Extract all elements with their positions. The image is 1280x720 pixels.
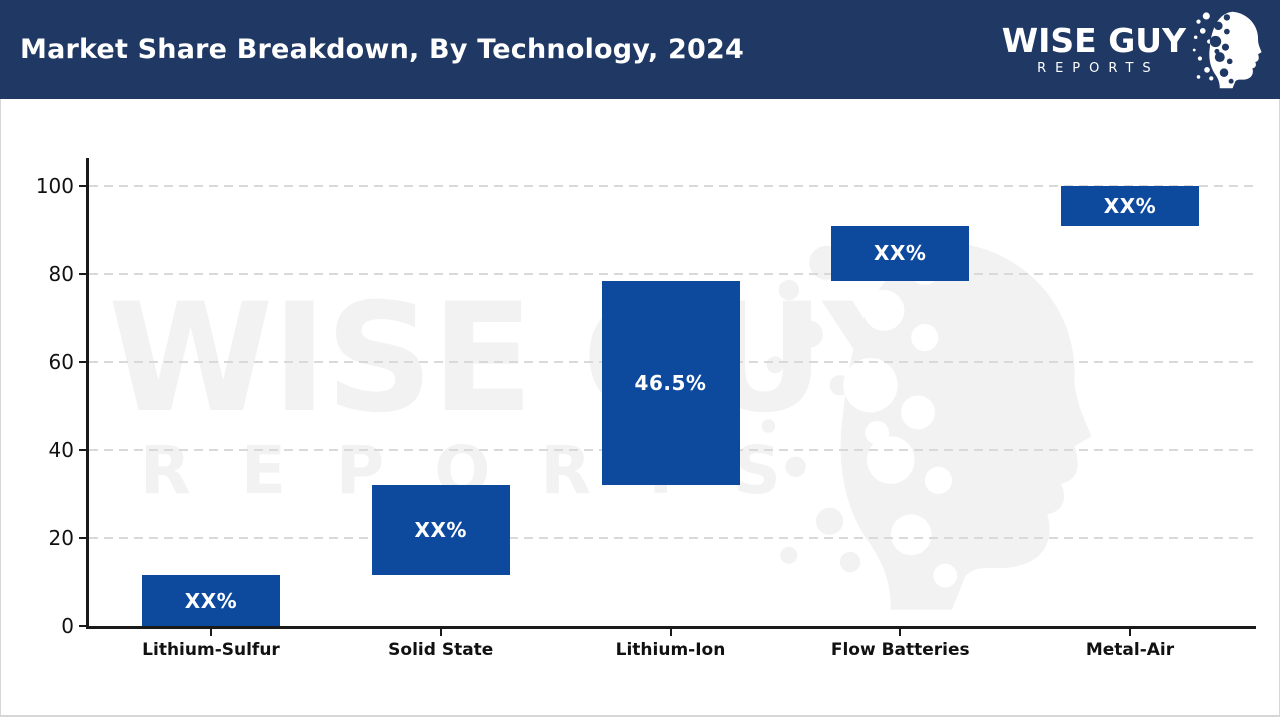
y-axis-tick (79, 537, 87, 539)
y-axis-tick (79, 273, 87, 275)
header: Market Share Breakdown, By Technology, 2… (0, 0, 1280, 99)
bar-value-label: XX% (1103, 193, 1157, 218)
y-axis-label: 60 (48, 350, 74, 374)
bar-value-label: XX% (874, 241, 927, 266)
x-axis-tick (669, 629, 672, 636)
x-axis-tick (210, 629, 212, 636)
x-axis-label: Lithium-Ion (615, 640, 726, 660)
bar-flow-batteries: XX% (831, 225, 970, 281)
gridline (89, 185, 1256, 187)
bar-value-label: XX% (184, 588, 238, 613)
logo-wordmark-line1: WISE GUY (1001, 21, 1186, 60)
page-title: Market Share Breakdown, By Technology, 2… (20, 34, 745, 65)
x-axis-label: Flow Batteries (830, 640, 970, 660)
y-axis-tick (79, 185, 87, 187)
y-axis-tick (79, 361, 87, 363)
x-axis-tick (1129, 629, 1131, 636)
bar-solid-state: XX% (371, 485, 510, 576)
logo-head-icon (1192, 11, 1262, 89)
brand-logo: WISE GUY REPORTS (1002, 4, 1268, 96)
y-axis-tick (79, 625, 87, 627)
y-axis-label: 100 (35, 174, 74, 198)
x-axis-line (86, 626, 1256, 629)
y-axis-label: 80 (48, 262, 74, 286)
bar-lithium-sulfur: XX% (142, 575, 280, 626)
bar-lithium-ion: 46.5% (601, 280, 740, 486)
y-axis-label: 40 (48, 438, 74, 462)
gridline (89, 273, 1256, 275)
logo-wordmark: WISE GUY REPORTS (1001, 21, 1186, 77)
bar-value-label: XX% (414, 518, 467, 543)
y-axis-line (86, 158, 89, 629)
watermark-head-icon (761, 242, 1092, 610)
x-axis-label: Lithium-Sulfur (142, 640, 280, 660)
logo-wordmark-line2: REPORTS (1037, 61, 1160, 76)
y-axis-label: 20 (48, 526, 74, 550)
watermark-wordmark-line1: WISE GUY (108, 272, 932, 446)
bar-metal-air: XX% (1061, 186, 1199, 226)
y-axis-label: 0 (61, 614, 74, 638)
x-axis-label: Metal-Air (1085, 640, 1175, 660)
gridline (89, 537, 1256, 539)
bar-value-label: 46.5% (634, 370, 707, 395)
y-axis-tick (79, 449, 87, 451)
x-axis-label: Solid State (388, 640, 494, 660)
x-axis-tick (899, 629, 902, 636)
x-axis-tick (439, 629, 442, 636)
